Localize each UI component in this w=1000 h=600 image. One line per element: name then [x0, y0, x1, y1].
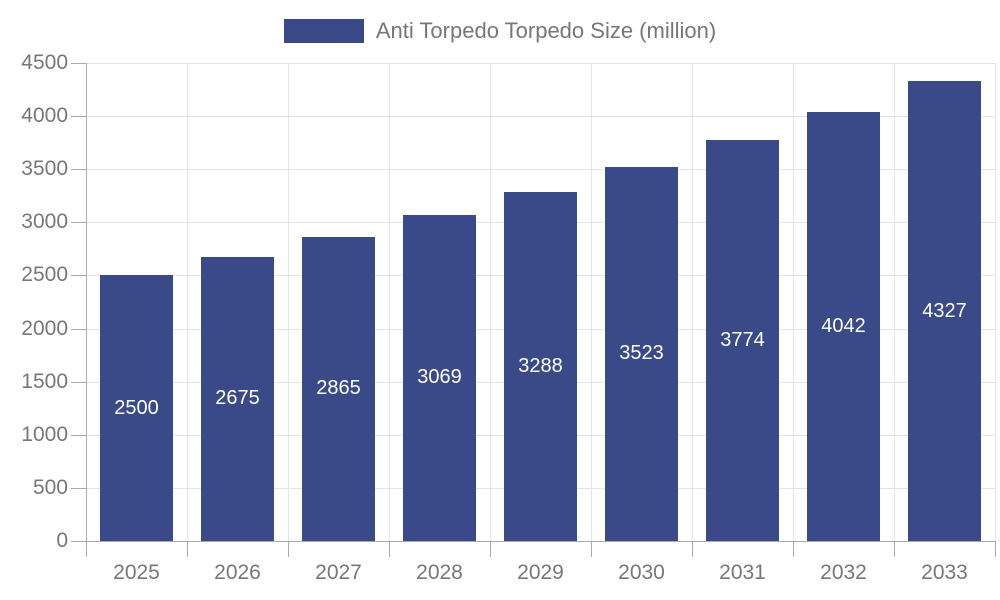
x-axis-tick: [995, 542, 996, 557]
y-axis-label: 2500: [21, 263, 68, 287]
y-axis-label: 4000: [21, 104, 68, 128]
gridline-vertical: [591, 63, 592, 541]
x-axis-tick: [288, 542, 289, 557]
bar-value-label: 3523: [619, 342, 664, 365]
x-axis-label: 2030: [618, 561, 665, 584]
bar-value-label: 3288: [518, 354, 563, 377]
x-axis-label: 2025: [113, 561, 160, 584]
bar-value-label: 2865: [316, 377, 361, 400]
x-axis-label: 2027: [315, 561, 362, 584]
y-axis-label: 1500: [21, 369, 68, 393]
bar-2025[interactable]: 2500: [100, 275, 173, 541]
gridline-vertical: [389, 63, 390, 541]
y-axis-tick: [71, 169, 86, 171]
gridline-vertical: [793, 63, 794, 541]
bar-value-label: 3069: [417, 366, 462, 389]
x-axis-label: 2033: [921, 561, 968, 584]
x-axis-tick: [894, 542, 895, 557]
bar-2032[interactable]: 4042: [807, 111, 880, 541]
y-axis-tick: [71, 275, 86, 277]
x-axis-label: 2026: [214, 561, 261, 584]
gridline-vertical: [692, 63, 693, 541]
y-axis-tick: [71, 381, 86, 383]
gridline-horizontal: [86, 116, 995, 118]
x-axis-tick: [389, 542, 390, 557]
y-axis-label: 500: [32, 475, 68, 499]
bar-value-label: 4327: [922, 299, 967, 322]
y-axis-tick: [71, 116, 86, 118]
x-axis-line: [86, 541, 996, 542]
y-axis-label: 1000: [21, 422, 68, 446]
x-axis-tick: [793, 542, 794, 557]
bar-2030[interactable]: 3523: [605, 166, 678, 541]
y-axis-label: 0: [56, 529, 68, 552]
legend-label[interactable]: Anti Torpedo Torpedo Size (million): [375, 18, 717, 43]
gridline-vertical: [490, 63, 491, 541]
y-axis-tick: [71, 541, 86, 542]
y-axis-label: 3500: [21, 157, 68, 181]
y-axis-label: 4500: [21, 51, 68, 74]
bar-2027[interactable]: 2865: [302, 236, 375, 541]
y-axis-tick: [71, 434, 86, 436]
gridline-horizontal: [86, 169, 995, 171]
legend-swatch-icon[interactable]: [283, 19, 364, 43]
x-axis-tick: [692, 542, 693, 557]
x-axis-label: 2031: [719, 561, 766, 584]
y-axis-tick: [71, 328, 86, 330]
bar-value-label: 3774: [720, 329, 765, 352]
bar-2028[interactable]: 3069: [403, 215, 476, 541]
bar-2033[interactable]: 4327: [908, 81, 981, 541]
x-axis-label: 2028: [416, 561, 463, 584]
x-axis-tick: [187, 542, 188, 557]
y-axis-tick: [71, 222, 86, 224]
gridline-vertical: [187, 63, 188, 541]
gridline-vertical: [995, 63, 996, 541]
y-axis-line: [86, 63, 87, 542]
bar-value-label: 4042: [821, 314, 866, 337]
x-axis-tick: [591, 542, 592, 557]
y-axis-label: 2000: [21, 316, 68, 340]
bar-2031[interactable]: 3774: [706, 140, 779, 541]
bar-2026[interactable]: 2675: [201, 256, 274, 541]
bar-2029[interactable]: 3288: [504, 191, 577, 541]
y-axis-label: 3000: [21, 210, 68, 234]
x-axis-tick: [490, 542, 491, 557]
bar-value-label: 2675: [215, 387, 260, 410]
gridline-vertical: [894, 63, 895, 541]
gridline-horizontal: [86, 63, 995, 64]
x-axis-tick: [86, 542, 87, 557]
gridline-vertical: [288, 63, 289, 541]
x-axis-label: 2032: [820, 561, 867, 584]
y-axis-tick: [71, 487, 86, 489]
legend[interactable]: Anti Torpedo Torpedo Size (million): [0, 18, 1000, 44]
y-axis-tick: [71, 63, 86, 64]
x-axis-label: 2029: [517, 561, 564, 584]
bar-value-label: 2500: [114, 396, 159, 419]
